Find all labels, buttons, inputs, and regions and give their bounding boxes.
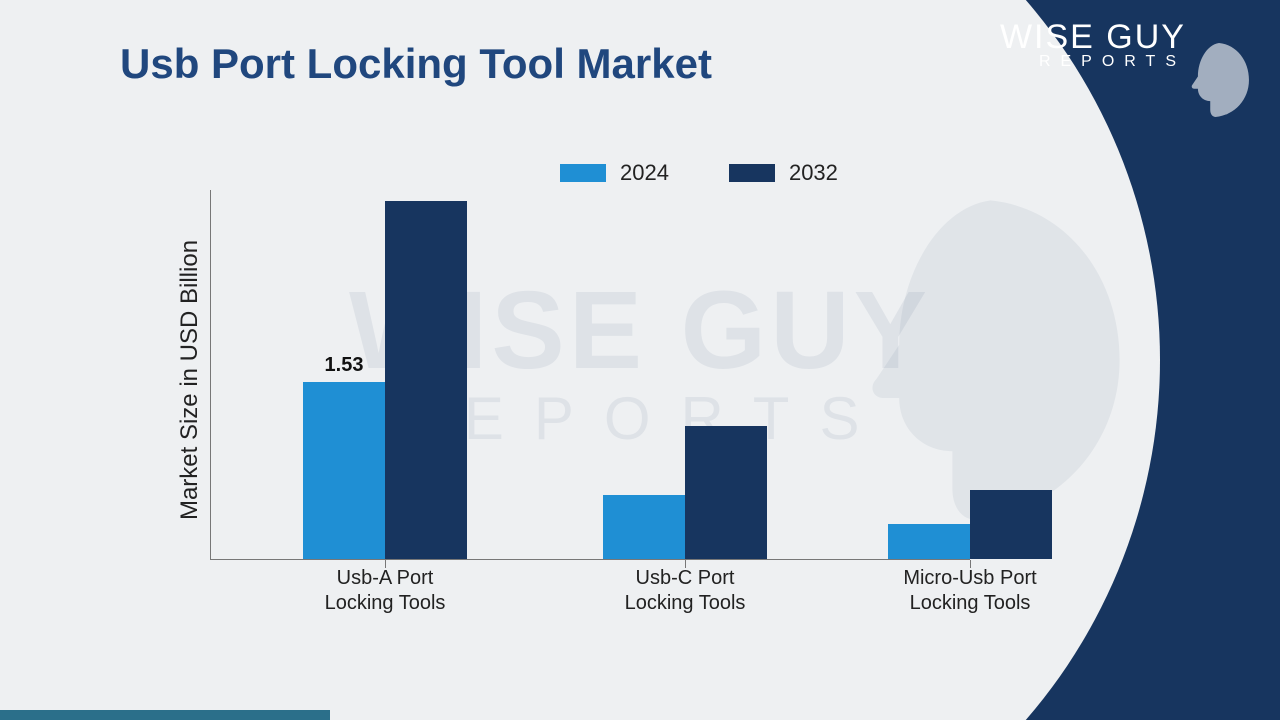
bar-2024 bbox=[603, 495, 685, 559]
bar-2032 bbox=[685, 426, 767, 559]
chart-legend: 2024 2032 bbox=[560, 160, 838, 186]
bar-2032 bbox=[970, 490, 1052, 559]
brand-line1: WISE GUY bbox=[1000, 18, 1186, 57]
bar-2032 bbox=[385, 201, 467, 559]
x-axis-line bbox=[210, 559, 970, 560]
chart-title: Usb Port Locking Tool Market bbox=[120, 40, 712, 88]
value-label: 1.53 bbox=[304, 354, 384, 377]
legend-item-2032: 2032 bbox=[729, 160, 838, 186]
legend-label-2032: 2032 bbox=[789, 160, 838, 186]
legend-swatch-2024 bbox=[560, 164, 606, 182]
legend-label-2024: 2024 bbox=[620, 160, 669, 186]
category-label: Usb-C Port Locking Tools bbox=[615, 566, 755, 616]
chart-canvas: WISE GUY REPORTS Usb Port Locking Tool M… bbox=[0, 0, 1280, 720]
bottom-accent-bar bbox=[0, 710, 330, 720]
bar-2024 bbox=[303, 382, 385, 559]
legend-item-2024: 2024 bbox=[560, 160, 669, 186]
brand-logo: WISE GUY REPORTS bbox=[1000, 18, 1256, 71]
bar-2024 bbox=[888, 524, 970, 559]
category-label: Usb-A Port Locking Tools bbox=[315, 566, 455, 616]
category-label: Micro-Usb Port Locking Tools bbox=[900, 566, 1040, 616]
legend-swatch-2032 bbox=[729, 164, 775, 182]
y-axis-line bbox=[210, 190, 211, 560]
bar-chart: Usb-A Port Locking Tools1.53Usb-C Port L… bbox=[120, 190, 970, 560]
